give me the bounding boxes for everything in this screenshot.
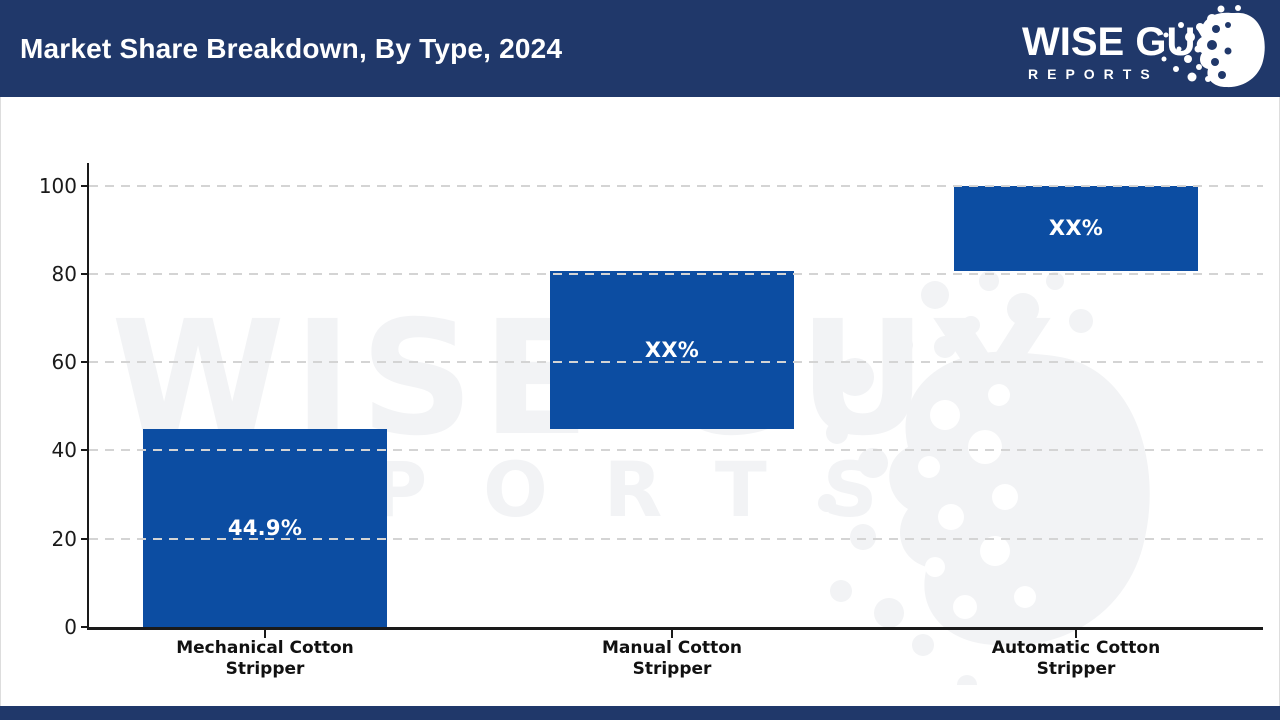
bar-segment-3: XX% [954, 185, 1198, 272]
x-tick-mark-2 [671, 630, 673, 638]
bar-value-label-3: XX% [1048, 216, 1104, 241]
x-tick-mark-3 [1075, 630, 1077, 638]
logo-wordmark-line1: WISE GUY [1022, 20, 1222, 64]
gridline-40 [89, 449, 1263, 452]
header-bar: Market Share Breakdown, By Type, 2024 WI… [0, 0, 1280, 97]
y-tick-label-20: 20 [51, 526, 77, 551]
y-tick-mark-80 [81, 272, 89, 275]
y-tick-label-80: 80 [51, 261, 77, 286]
bar-segment-1: 44.9% [143, 428, 387, 627]
gridline-60 [89, 361, 1263, 364]
y-tick-label-40: 40 [51, 438, 77, 463]
y-tick-mark-20 [81, 537, 89, 540]
gridline-100 [89, 184, 1263, 187]
gridline-20 [89, 537, 1263, 540]
y-tick-label-60: 60 [51, 350, 77, 375]
category-label-2: Manual Cotton Stripper [601, 638, 742, 679]
y-tick-mark-100 [81, 184, 89, 187]
y-tick-mark-0 [81, 626, 89, 628]
x-axis-line [87, 627, 1263, 630]
chart-title: Market Share Breakdown, By Type, 2024 [20, 32, 563, 64]
logo-head-icon [1161, 4, 1265, 87]
y-tick-label-100: 100 [38, 173, 77, 198]
gridline-80 [89, 272, 1263, 275]
watermark-head-icon [818, 271, 1150, 685]
wise-guy-reports-logo: WISE GUY REPORTS [1022, 4, 1265, 87]
y-tick-label-0: 0 [64, 615, 77, 639]
footer-bar [0, 706, 1280, 720]
y-tick-mark-40 [81, 449, 89, 452]
y-tick-mark-60 [81, 361, 89, 364]
logo-wordmark-line2: REPORTS [1028, 66, 1159, 82]
chart-area: WISE GUY REPORTS 0 20 40 60 80 100 44.9% Mechan… [0, 97, 1280, 706]
x-tick-mark-1 [264, 630, 266, 638]
category-label-1: Mechanical Cotton Stripper [176, 638, 354, 679]
y-axis-line [87, 163, 89, 629]
bar-value-label-2: XX% [644, 337, 700, 362]
bar-segment-2: XX% [550, 271, 794, 429]
bar-value-label-1: 44.9% [227, 515, 303, 540]
category-label-3: Automatic Cotton Stripper [991, 638, 1161, 679]
